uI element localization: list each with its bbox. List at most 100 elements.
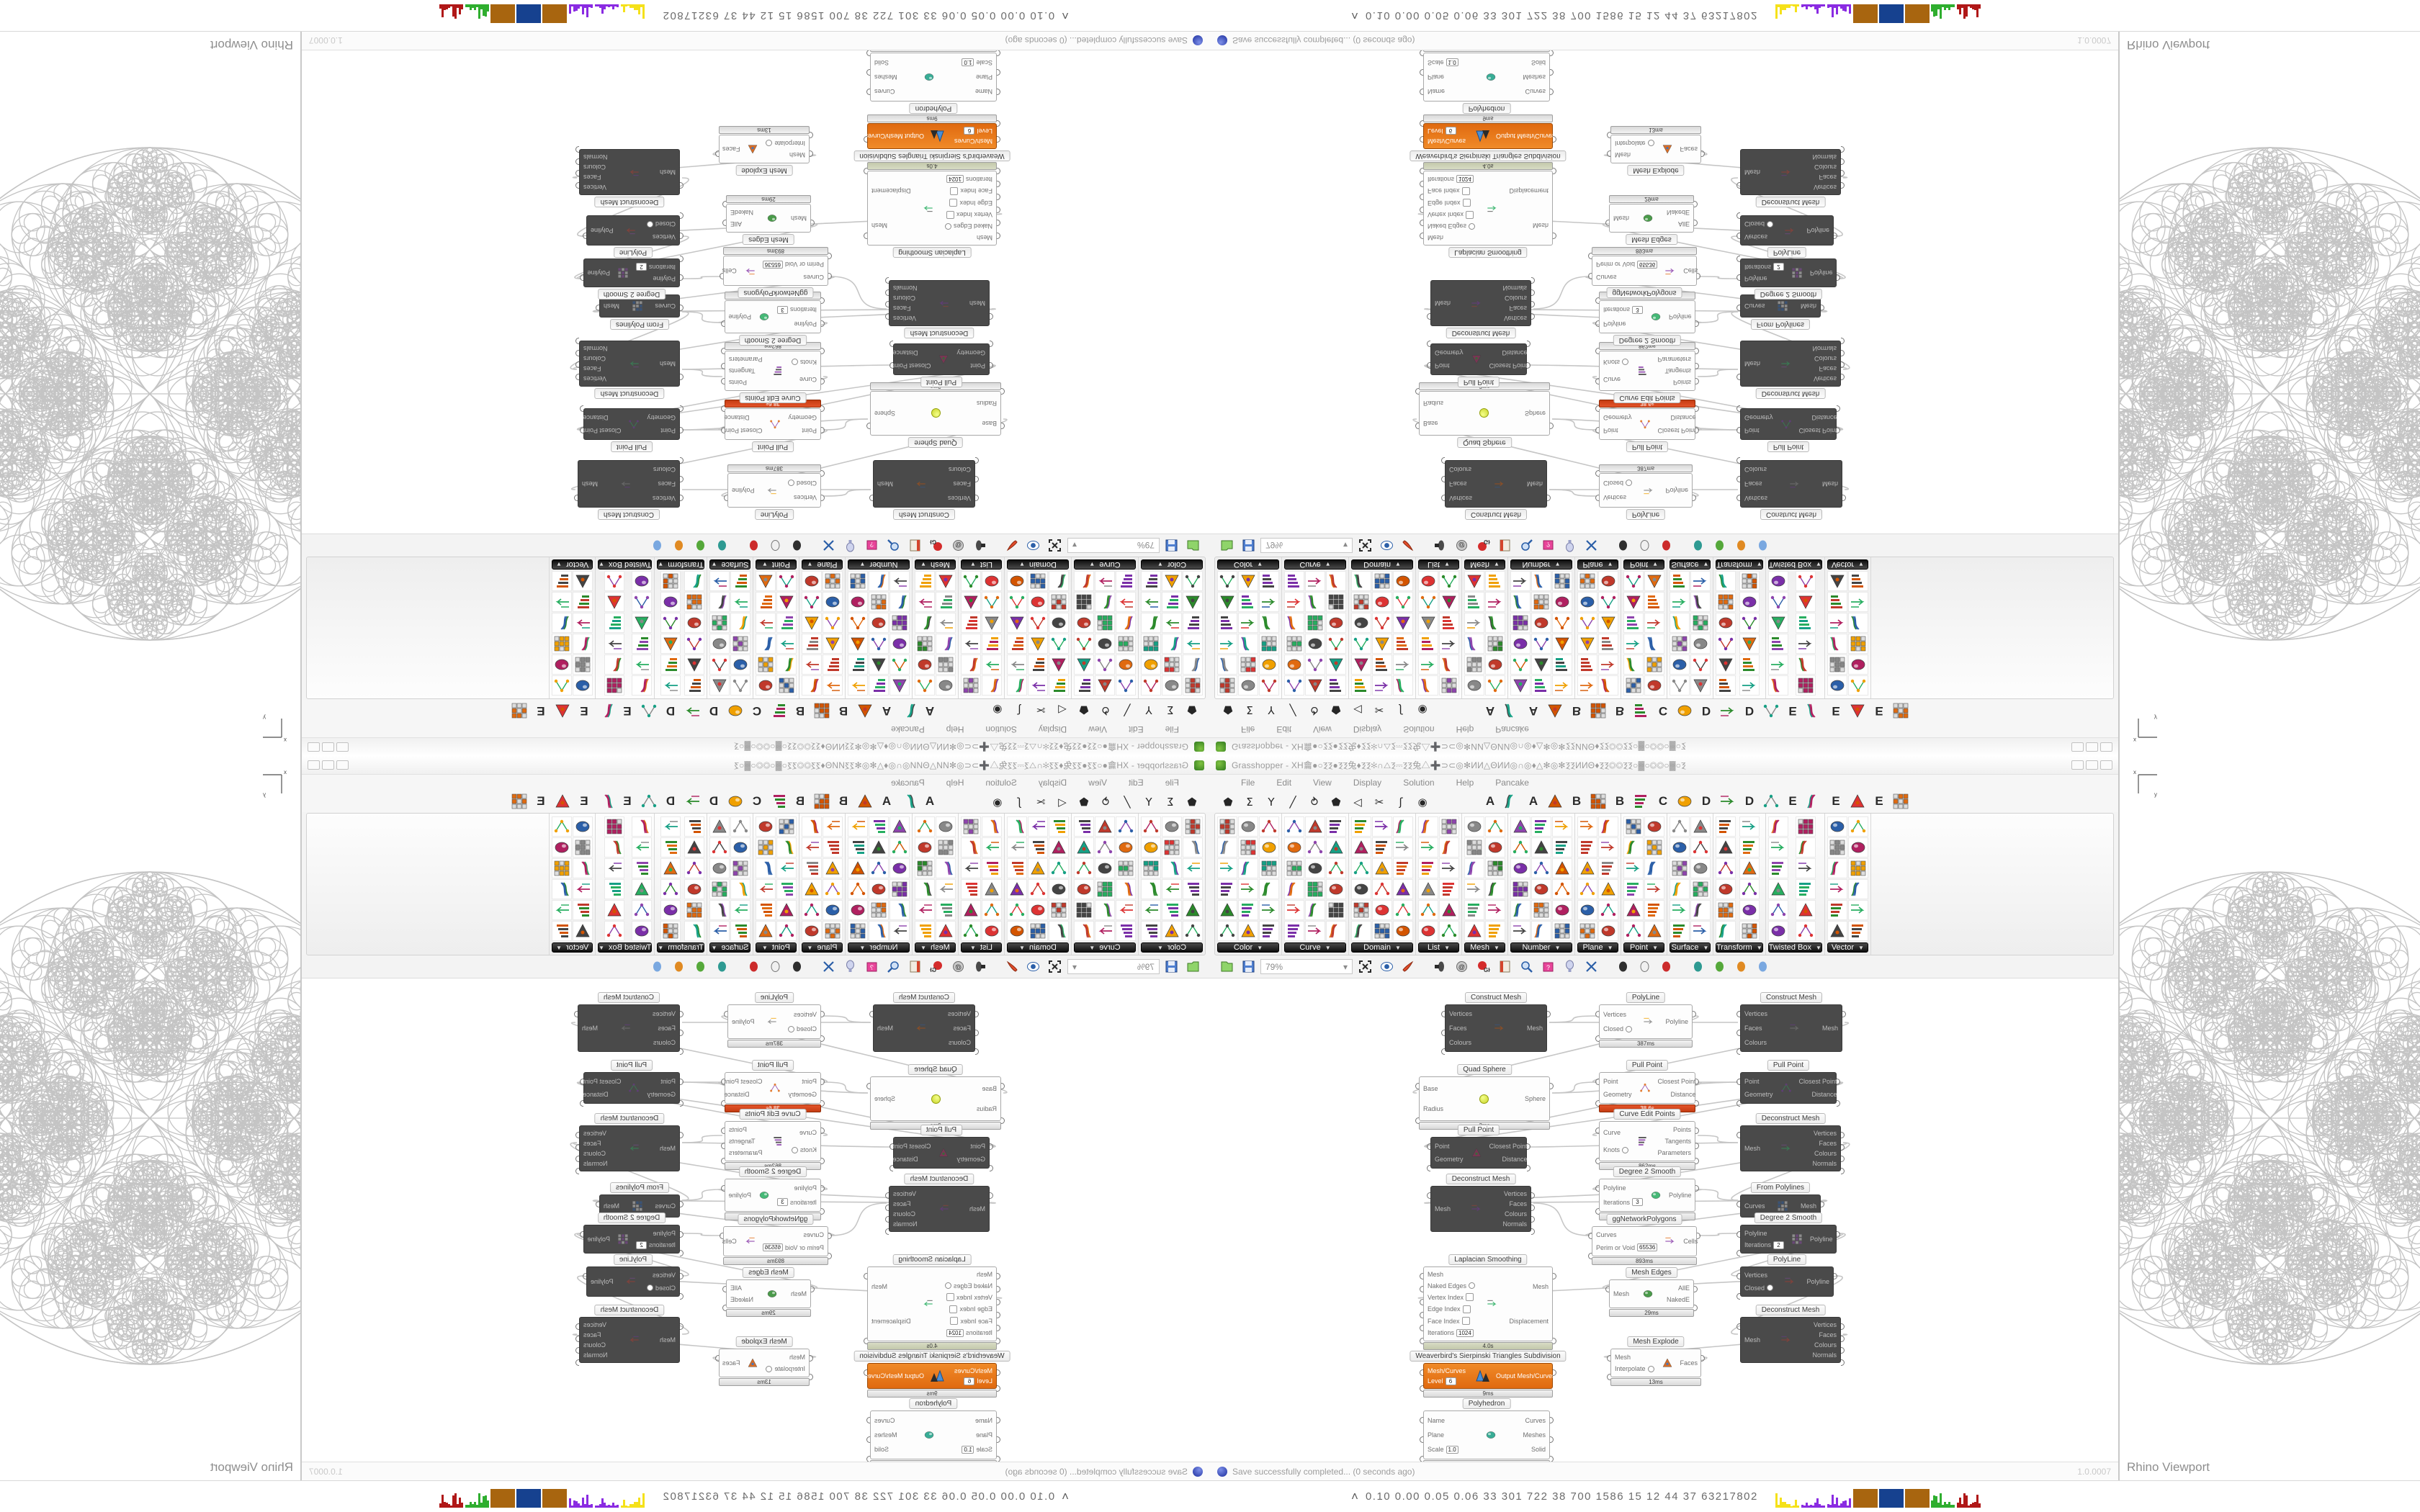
input-port[interactable] bbox=[1595, 1011, 1599, 1017]
category-icon-1[interactable] bbox=[854, 793, 876, 810]
component-icon[interactable] bbox=[1739, 837, 1760, 858]
input-port-label[interactable]: Point bbox=[1744, 427, 1760, 435]
input-port-label[interactable]: Vertices bbox=[1744, 1010, 1768, 1018]
component-icon[interactable] bbox=[1552, 837, 1572, 858]
component-icon[interactable] bbox=[848, 675, 868, 696]
component-icon[interactable] bbox=[1644, 900, 1664, 920]
component-icon[interactable] bbox=[1623, 613, 1644, 633]
component-icon[interactable] bbox=[776, 837, 797, 858]
component-icon[interactable] bbox=[1847, 900, 1868, 920]
component-icon[interactable] bbox=[1049, 571, 1069, 591]
node-value-field[interactable]: 2 bbox=[1773, 263, 1785, 271]
chevron-down-icon[interactable]: ▼ bbox=[762, 561, 768, 568]
component-icon[interactable] bbox=[869, 571, 889, 591]
component-icon[interactable] bbox=[1485, 816, 1505, 837]
component-icon[interactable] bbox=[1510, 816, 1531, 837]
output-port[interactable] bbox=[722, 201, 726, 207]
component-icon[interactable] bbox=[632, 613, 653, 633]
graph-node[interactable]: Curve Edit Points Curve Knots Points Tangent… bbox=[721, 1107, 825, 1170]
component-icon[interactable] bbox=[1007, 634, 1027, 654]
category-letter-d-6[interactable]: D bbox=[1744, 704, 1754, 718]
component-icon[interactable] bbox=[1259, 634, 1279, 654]
component-icon[interactable] bbox=[823, 654, 843, 675]
boolean-toggle[interactable] bbox=[944, 222, 951, 230]
category-icon-9[interactable] bbox=[508, 793, 530, 810]
component-icon[interactable] bbox=[982, 900, 1002, 920]
input-port-label[interactable]: Perim or Void bbox=[784, 261, 824, 269]
component-icon[interactable] bbox=[869, 634, 889, 654]
quick-tool-3[interactable]: ╱ bbox=[1116, 702, 1138, 719]
component-icon[interactable] bbox=[1598, 879, 1618, 899]
component-icon[interactable] bbox=[1074, 921, 1094, 941]
component-icon[interactable] bbox=[1162, 879, 1182, 899]
component-icon[interactable] bbox=[632, 900, 653, 920]
chevron-down-icon[interactable]: ▼ bbox=[1607, 561, 1613, 568]
output-port-label[interactable]: Distance bbox=[724, 1091, 750, 1099]
component-icon[interactable] bbox=[573, 592, 593, 612]
input-port-label[interactable]: Level bbox=[1428, 1377, 1443, 1385]
component-icon[interactable] bbox=[709, 900, 730, 920]
component-icon[interactable] bbox=[1670, 634, 1690, 654]
menu-item-view[interactable]: View bbox=[1313, 778, 1332, 788]
component-icon[interactable] bbox=[823, 592, 843, 612]
graph-node[interactable]: Deconstruct Mesh Mesh Vertices Faces Colours… bbox=[575, 1111, 684, 1174]
component-icon[interactable] bbox=[1464, 654, 1484, 675]
input-port[interactable] bbox=[1427, 1143, 1430, 1150]
category-icon-0[interactable] bbox=[897, 702, 919, 719]
input-port-label[interactable]: Mesh bbox=[789, 1353, 805, 1361]
component-icon[interactable] bbox=[709, 921, 730, 941]
component-icon[interactable] bbox=[1259, 571, 1279, 591]
component-icon[interactable] bbox=[1767, 592, 1788, 612]
component-icon[interactable] bbox=[1095, 879, 1115, 899]
chevron-down-icon[interactable]: ▼ bbox=[969, 944, 976, 951]
output-port-label[interactable]: Colours bbox=[1504, 294, 1527, 302]
category-letter-b-2[interactable]: B bbox=[1572, 794, 1582, 808]
quick-tool-6[interactable]: ◁ bbox=[1052, 793, 1073, 810]
component-icon[interactable] bbox=[1238, 592, 1258, 612]
input-port[interactable] bbox=[1595, 1035, 1599, 1042]
ribbon-tab-list[interactable]: List ▼ bbox=[1418, 559, 1459, 570]
component-icon[interactable] bbox=[982, 921, 1002, 941]
component-icon[interactable] bbox=[1531, 592, 1551, 612]
component-icon[interactable] bbox=[982, 837, 1002, 858]
output-port-label[interactable]: Colours bbox=[583, 1150, 606, 1158]
component-icon[interactable] bbox=[1577, 900, 1597, 920]
component-icon[interactable] bbox=[1217, 571, 1237, 591]
component-icon[interactable] bbox=[552, 592, 573, 612]
component-icon[interactable] bbox=[1485, 837, 1505, 858]
category-letter-a-1[interactable]: A bbox=[882, 794, 892, 808]
chevron-down-icon[interactable]: ▼ bbox=[1444, 944, 1451, 951]
component-icon[interactable] bbox=[1393, 858, 1413, 878]
ribbon-tab-mesh[interactable]: Mesh ▼ bbox=[915, 942, 956, 953]
component-icon[interactable] bbox=[660, 634, 681, 654]
quick-tool-9[interactable]: ◉ bbox=[987, 702, 1008, 719]
node-body[interactable]: Polyline Iterations 2 Polyline bbox=[580, 1225, 684, 1256]
graph-node[interactable]: Pull Point Point Geometry Closest Point Dist… bbox=[1595, 1058, 1699, 1112]
graph-node[interactable]: ggNetworkPolygons Curves Perim or Void 6553… bbox=[720, 1212, 832, 1265]
quick-tool-1[interactable]: Σ bbox=[1239, 702, 1260, 719]
input-port-label[interactable]: Point bbox=[970, 362, 985, 370]
component-icon[interactable] bbox=[1847, 879, 1868, 899]
component-icon[interactable] bbox=[1183, 654, 1203, 675]
node-body[interactable]: Mesh Vertices Faces Colours Normals bbox=[1427, 1186, 1535, 1235]
output-port-label[interactable]: Faces bbox=[893, 305, 911, 312]
component-icon[interactable] bbox=[604, 571, 625, 591]
component-icon[interactable] bbox=[1217, 592, 1237, 612]
category-letter-e-9[interactable]: E bbox=[1875, 794, 1883, 808]
boolean-toggle[interactable] bbox=[646, 220, 653, 228]
category-letter-b-2[interactable]: B bbox=[1572, 704, 1582, 718]
output-port-label[interactable]: Parameters bbox=[729, 355, 763, 363]
component-icon[interactable] bbox=[709, 571, 730, 591]
component-icon[interactable] bbox=[1049, 921, 1069, 941]
preview-wire-icon[interactable] bbox=[1635, 958, 1654, 976]
component-icon[interactable] bbox=[1716, 613, 1736, 633]
component-icon[interactable] bbox=[1305, 900, 1325, 920]
output-port[interactable] bbox=[575, 361, 579, 369]
component-icon[interactable] bbox=[1531, 571, 1551, 591]
node-body[interactable]: Mesh/Curves Level 6 Output Mesh/Curves bbox=[864, 1363, 1000, 1392]
graph-node[interactable]: Laplacian Smoothing Mesh Naked Edges Vertex… bbox=[864, 1252, 1000, 1350]
input-port[interactable] bbox=[1420, 1338, 1423, 1344]
component-icon[interactable] bbox=[1305, 921, 1325, 941]
output-port[interactable] bbox=[866, 1417, 870, 1423]
input-port-label[interactable]: Vertices bbox=[1449, 1010, 1473, 1018]
